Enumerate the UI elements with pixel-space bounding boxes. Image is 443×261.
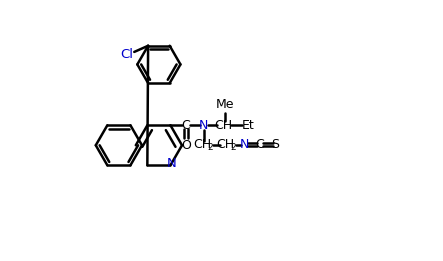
Text: N: N: [167, 157, 177, 170]
Text: 2: 2: [231, 143, 237, 152]
Text: C: C: [182, 119, 190, 132]
Text: N: N: [199, 119, 208, 132]
Text: N: N: [240, 138, 249, 151]
Text: S: S: [271, 138, 279, 151]
Text: 2: 2: [208, 143, 213, 152]
Text: Cl: Cl: [120, 48, 133, 61]
Text: Et: Et: [242, 119, 255, 132]
Text: CH: CH: [214, 119, 233, 132]
Text: CH: CH: [193, 138, 211, 151]
Text: O: O: [181, 139, 191, 152]
Text: CH: CH: [216, 138, 234, 151]
Text: Me: Me: [216, 98, 234, 111]
Text: C: C: [255, 138, 264, 151]
